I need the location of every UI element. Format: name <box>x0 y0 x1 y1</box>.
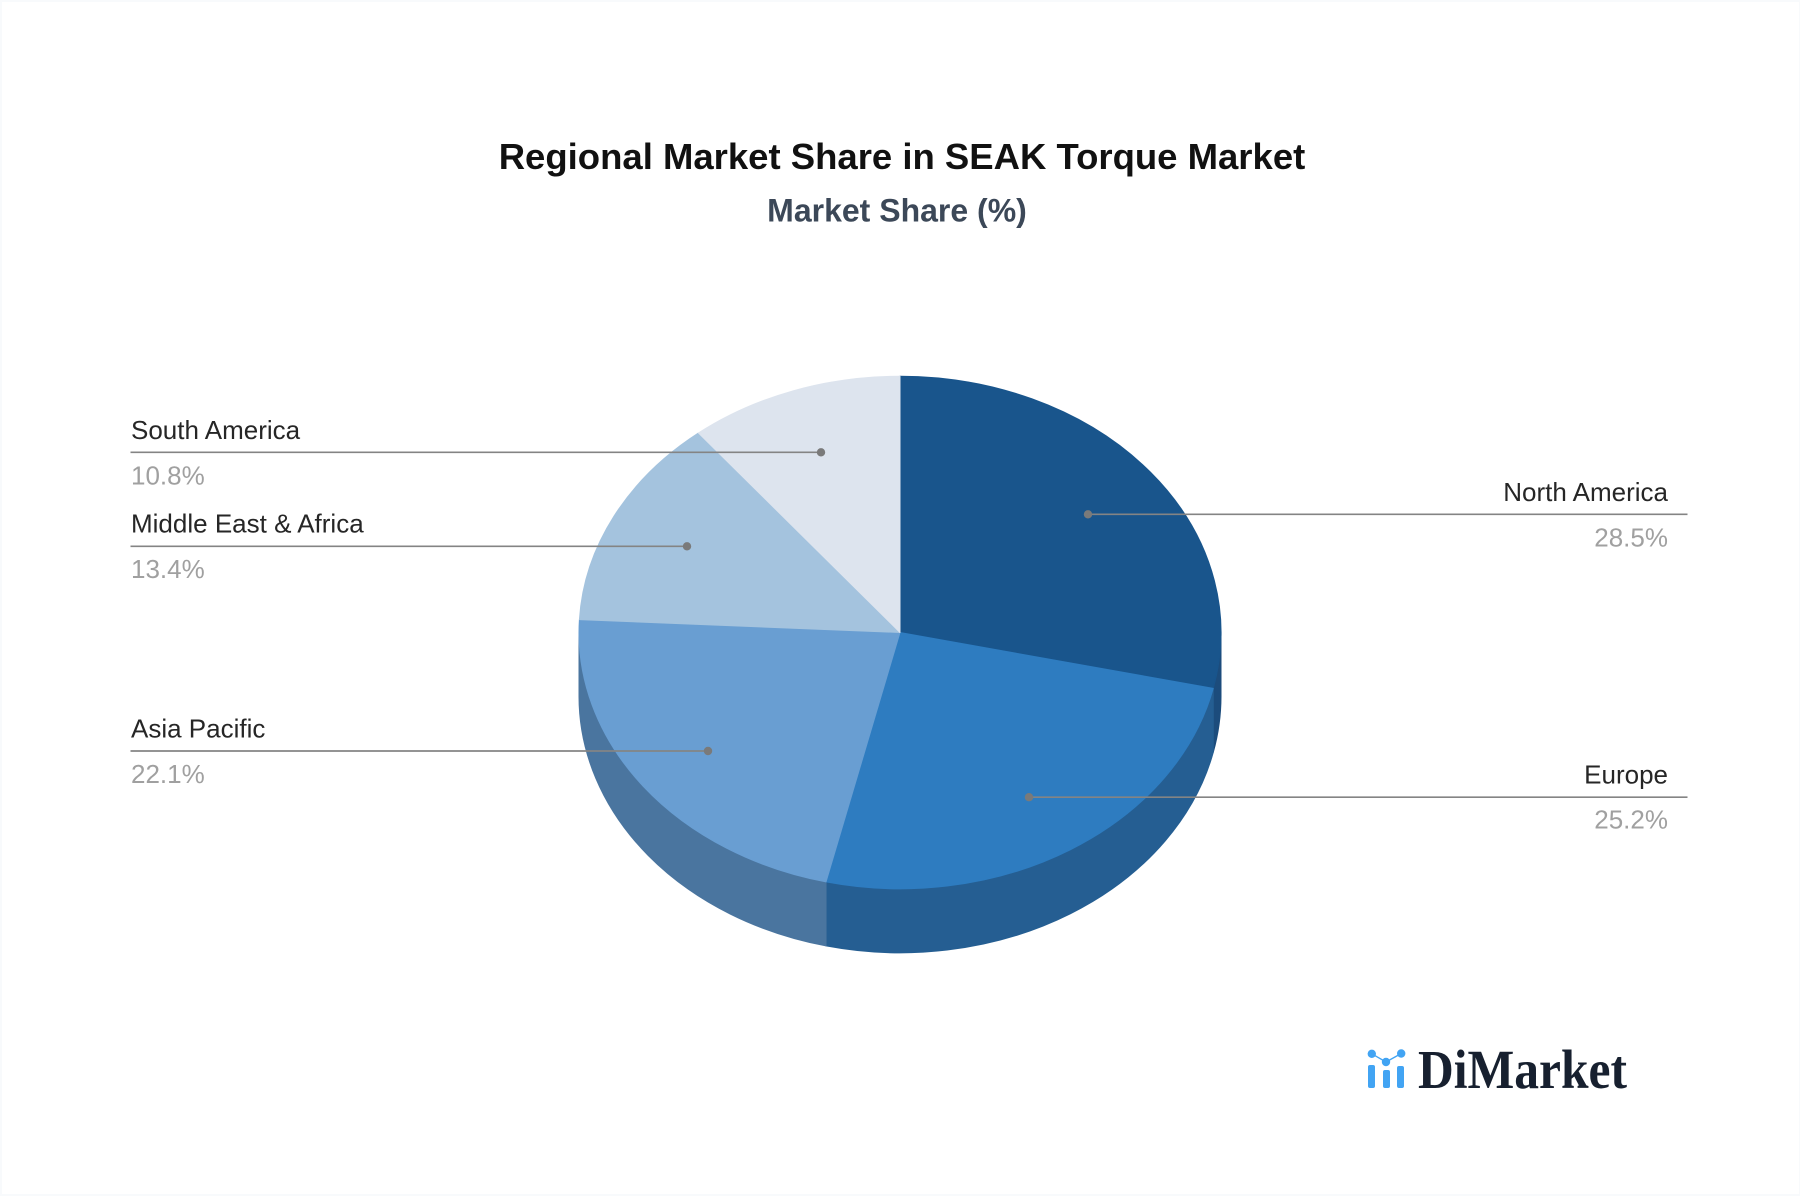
svg-text:North America: North America <box>1503 477 1668 507</box>
svg-text:22.1%: 22.1% <box>131 759 205 789</box>
svg-text:Europe: Europe <box>1584 760 1668 790</box>
svg-text:25.2%: 25.2% <box>1594 805 1668 835</box>
svg-text:Middle East & Africa: Middle East & Africa <box>131 509 364 539</box>
svg-text:Asia Pacific: Asia Pacific <box>131 714 265 744</box>
svg-text:10.8%: 10.8% <box>131 461 205 491</box>
svg-text:DiMarket: DiMarket <box>1418 1039 1628 1100</box>
svg-text:Market Share (%): Market Share (%) <box>767 193 1027 229</box>
svg-text:28.5%: 28.5% <box>1594 523 1668 553</box>
svg-text:13.4%: 13.4% <box>131 554 205 584</box>
svg-text:South America: South America <box>131 415 301 445</box>
svg-text:Regional Market Share in SEAK: Regional Market Share in SEAK Torque Mar… <box>499 136 1306 177</box>
